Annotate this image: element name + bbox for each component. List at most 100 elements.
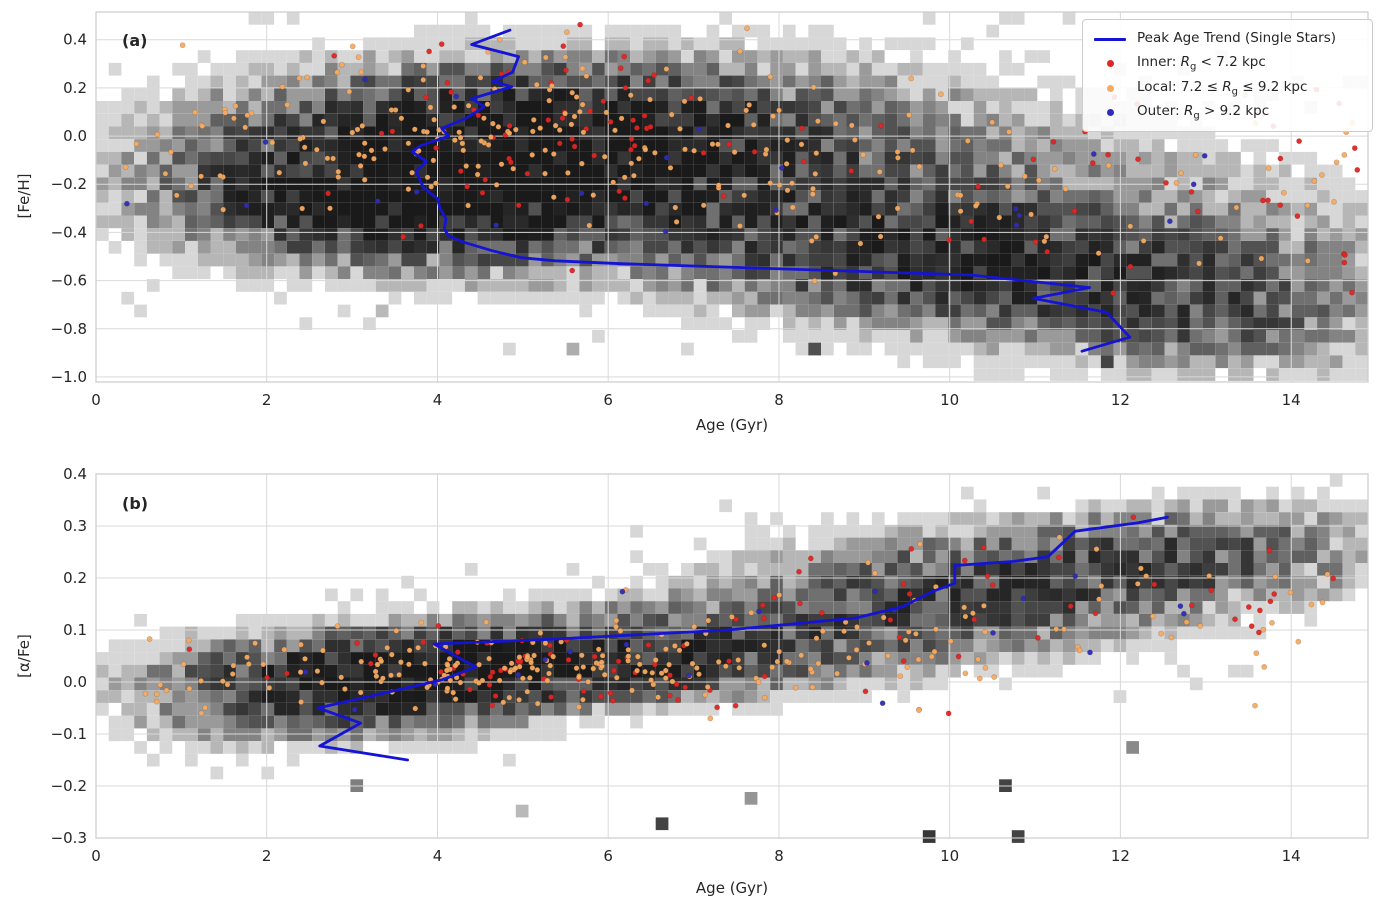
scatter-point xyxy=(548,694,554,700)
hist-cell xyxy=(643,588,656,602)
scatter-point xyxy=(580,688,587,695)
hist-cell xyxy=(706,190,720,203)
hist-cell xyxy=(185,62,198,76)
hist-cell xyxy=(973,304,987,318)
scatter-point xyxy=(314,668,321,674)
hist-cell xyxy=(757,164,771,178)
hist-cell xyxy=(757,190,771,203)
hist-cell xyxy=(961,639,974,653)
hist-cell xyxy=(363,113,376,127)
scatter-point xyxy=(916,163,923,170)
hist-cell xyxy=(414,113,427,127)
scatter-point xyxy=(358,658,365,665)
scatter-point xyxy=(682,146,688,153)
hist-cell xyxy=(986,164,1000,178)
scatter-point xyxy=(456,129,463,136)
hist-cell xyxy=(235,626,249,640)
hist-cell xyxy=(1062,139,1076,152)
hist-cell xyxy=(1024,588,1038,602)
hist-cell xyxy=(1177,499,1190,513)
scatter-point xyxy=(913,630,919,637)
hist-cell xyxy=(1037,304,1050,318)
hist-cell xyxy=(1253,524,1267,538)
hist-cell xyxy=(1342,241,1356,254)
hist-cell xyxy=(999,355,1012,369)
hist-cell xyxy=(1126,202,1139,216)
scatter-point xyxy=(446,656,453,662)
hist-cell xyxy=(871,253,885,267)
scatter-point xyxy=(1127,263,1134,270)
hist-cell xyxy=(134,228,147,241)
scatter-point xyxy=(420,639,427,645)
scatter-point xyxy=(1035,635,1041,641)
hist-cell xyxy=(1100,139,1114,152)
scatter-point xyxy=(1090,151,1097,157)
hist-cell xyxy=(1177,537,1190,551)
scatter-point xyxy=(229,671,236,677)
hist-cell xyxy=(261,613,275,627)
scatter-point xyxy=(266,685,273,691)
hist-cell xyxy=(439,228,453,241)
hist-cell xyxy=(185,266,198,280)
scatter-point xyxy=(202,704,209,711)
scatter-point xyxy=(580,664,587,670)
hist-cell xyxy=(325,613,338,627)
hist-cell xyxy=(1228,317,1241,330)
hist-cell xyxy=(375,164,389,178)
hist-cell xyxy=(1050,88,1063,101)
hist-cell xyxy=(1291,601,1305,614)
scatter-point xyxy=(771,594,778,601)
hist-cell xyxy=(503,601,516,614)
hist-cell xyxy=(910,601,923,614)
hist-cell xyxy=(401,190,414,203)
hist-cell xyxy=(986,291,1000,305)
hist-cell xyxy=(935,550,949,563)
hist-cell xyxy=(223,728,236,742)
hist-cell xyxy=(897,304,911,318)
hist-cell xyxy=(1279,253,1292,267)
hist-cell xyxy=(1139,639,1152,653)
hist-cell xyxy=(732,639,745,653)
hist-cell xyxy=(1228,512,1241,525)
hist-cell xyxy=(681,291,694,305)
hist-cell xyxy=(630,241,643,254)
hist-cell xyxy=(757,126,771,140)
hist-cell xyxy=(1279,215,1292,229)
hist-cell xyxy=(973,139,987,152)
hist-cell xyxy=(1317,486,1330,500)
hist-cell xyxy=(706,241,720,254)
hist-cell xyxy=(961,88,974,101)
scatter-point xyxy=(865,559,871,566)
scatter-point xyxy=(750,121,757,128)
scatter-point xyxy=(1177,603,1184,609)
hist-cell xyxy=(388,88,402,101)
hist-cell xyxy=(897,62,911,76)
hist-cell xyxy=(503,190,516,203)
hist-cell xyxy=(630,190,643,203)
hist-cell xyxy=(172,215,185,229)
hist-cell xyxy=(1266,486,1279,500)
hist-cell xyxy=(1240,215,1254,229)
scatter-point xyxy=(1277,202,1284,208)
hist-cell xyxy=(973,75,987,89)
scatter-point xyxy=(198,710,205,717)
scatter-point xyxy=(495,123,502,130)
scatter-point xyxy=(486,682,493,688)
scatter-point xyxy=(1030,156,1037,163)
hist-cell xyxy=(1164,342,1178,356)
hist-cell xyxy=(922,317,936,330)
hist-cell xyxy=(515,677,529,691)
hist-cell xyxy=(871,190,885,203)
hist-cell xyxy=(1126,741,1139,754)
hist-cell xyxy=(1011,664,1025,678)
hist-cell xyxy=(541,291,554,305)
hist-cell xyxy=(1317,304,1330,318)
hist-cell xyxy=(337,613,351,627)
scatter-point xyxy=(146,636,153,642)
hist-cell xyxy=(1240,588,1254,602)
hist-cell xyxy=(846,266,860,280)
scatter-point xyxy=(359,123,366,129)
scatter-point xyxy=(650,681,657,688)
hist-cell xyxy=(274,88,287,101)
hist-cell xyxy=(1139,253,1152,267)
